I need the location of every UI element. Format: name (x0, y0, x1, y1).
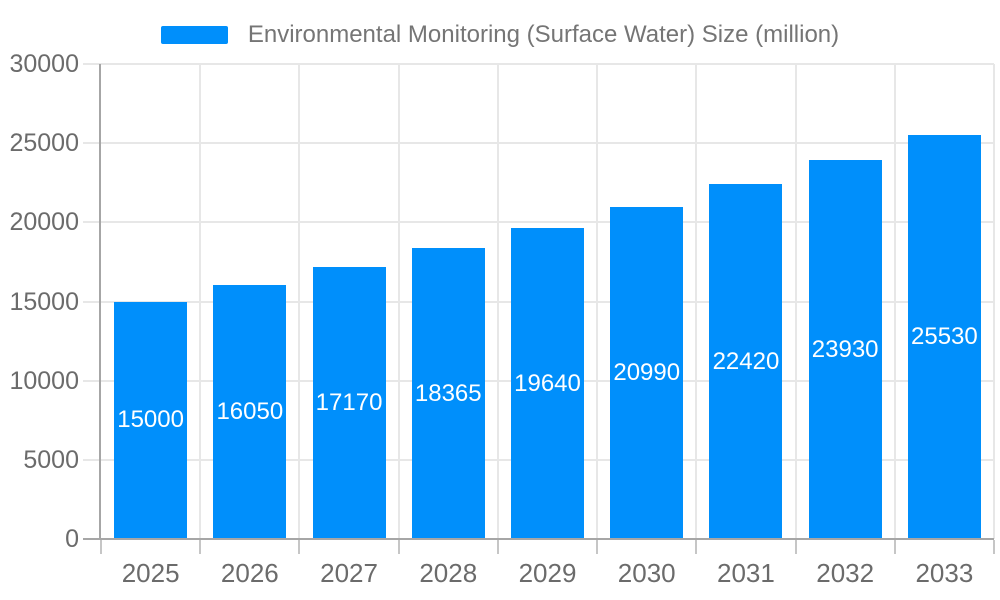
x-axis-line (83, 538, 994, 540)
legend-marker-swatch (160, 26, 228, 44)
y-axis-line (99, 64, 101, 539)
bar[interactable]: 15000 (114, 301, 188, 539)
bar[interactable]: 22420 (709, 184, 783, 539)
y-tick-label: 10000 (9, 366, 79, 395)
x-axis-tick (496, 540, 499, 554)
gridline-vertical (397, 64, 400, 539)
bar[interactable]: 16050 (213, 284, 287, 539)
bar[interactable]: 18365 (411, 248, 485, 539)
x-tick-label: 2029 (518, 558, 577, 588)
x-tick-label: 2026 (220, 558, 279, 588)
bar-value-label: 22420 (712, 347, 780, 375)
x-axis-tick (100, 540, 102, 554)
gridline-vertical (596, 64, 599, 539)
y-tick-label: 5000 (23, 445, 79, 474)
gridline-vertical (993, 64, 995, 539)
gridline-vertical (794, 64, 797, 539)
y-tick-label: 0 (65, 525, 79, 553)
bar[interactable]: 20990 (610, 206, 684, 539)
bar-value-label: 18365 (414, 379, 482, 407)
x-tick-label: 2027 (320, 558, 378, 588)
bar-value-label: 15000 (117, 406, 184, 434)
legend-label: Environmental Monitoring (Surface Water)… (247, 21, 840, 48)
gridline-horizontal (83, 63, 994, 65)
gridline-vertical (893, 64, 896, 539)
x-axis-tick (893, 540, 896, 554)
x-axis-tick (596, 540, 599, 554)
gridline-vertical (695, 64, 698, 539)
gridline-vertical (496, 64, 499, 539)
legend[interactable]: Environmental Monitoring (Surface Water)… (0, 18, 1000, 52)
bar-value-label: 25530 (911, 322, 978, 350)
y-tick-label: 20000 (9, 208, 79, 237)
gridline-horizontal (83, 221, 994, 224)
bar-value-label: 17170 (315, 389, 383, 417)
bar[interactable]: 25530 (907, 134, 981, 539)
bar-value-label: 19640 (514, 369, 581, 397)
y-tick-label: 25000 (9, 129, 79, 158)
x-axis-tick (794, 540, 797, 554)
bar-value-label: 16050 (216, 397, 284, 425)
gridline-vertical (298, 64, 301, 539)
x-tick-label: 2032 (816, 558, 875, 588)
x-tick-label: 2025 (121, 558, 180, 588)
bar-value-label: 20990 (613, 358, 681, 386)
x-axis-tick (397, 540, 400, 554)
x-axis-tick (199, 540, 202, 554)
y-tick-label: 30000 (9, 50, 79, 78)
bar[interactable]: 17170 (312, 267, 386, 539)
x-tick-label: 2030 (617, 558, 676, 588)
gridline-horizontal (83, 142, 994, 145)
x-tick-label: 2028 (419, 558, 478, 588)
bar[interactable]: 23930 (808, 160, 882, 539)
x-tick-label: 2031 (717, 558, 775, 588)
x-axis-tick (993, 540, 995, 554)
gridline-vertical (199, 64, 202, 539)
bar[interactable]: 19640 (511, 228, 584, 539)
x-axis-tick (695, 540, 698, 554)
bar-value-label: 23930 (811, 335, 879, 363)
y-tick-label: 15000 (9, 287, 79, 316)
x-axis-tick (298, 540, 301, 554)
x-tick-label: 2033 (915, 558, 974, 588)
